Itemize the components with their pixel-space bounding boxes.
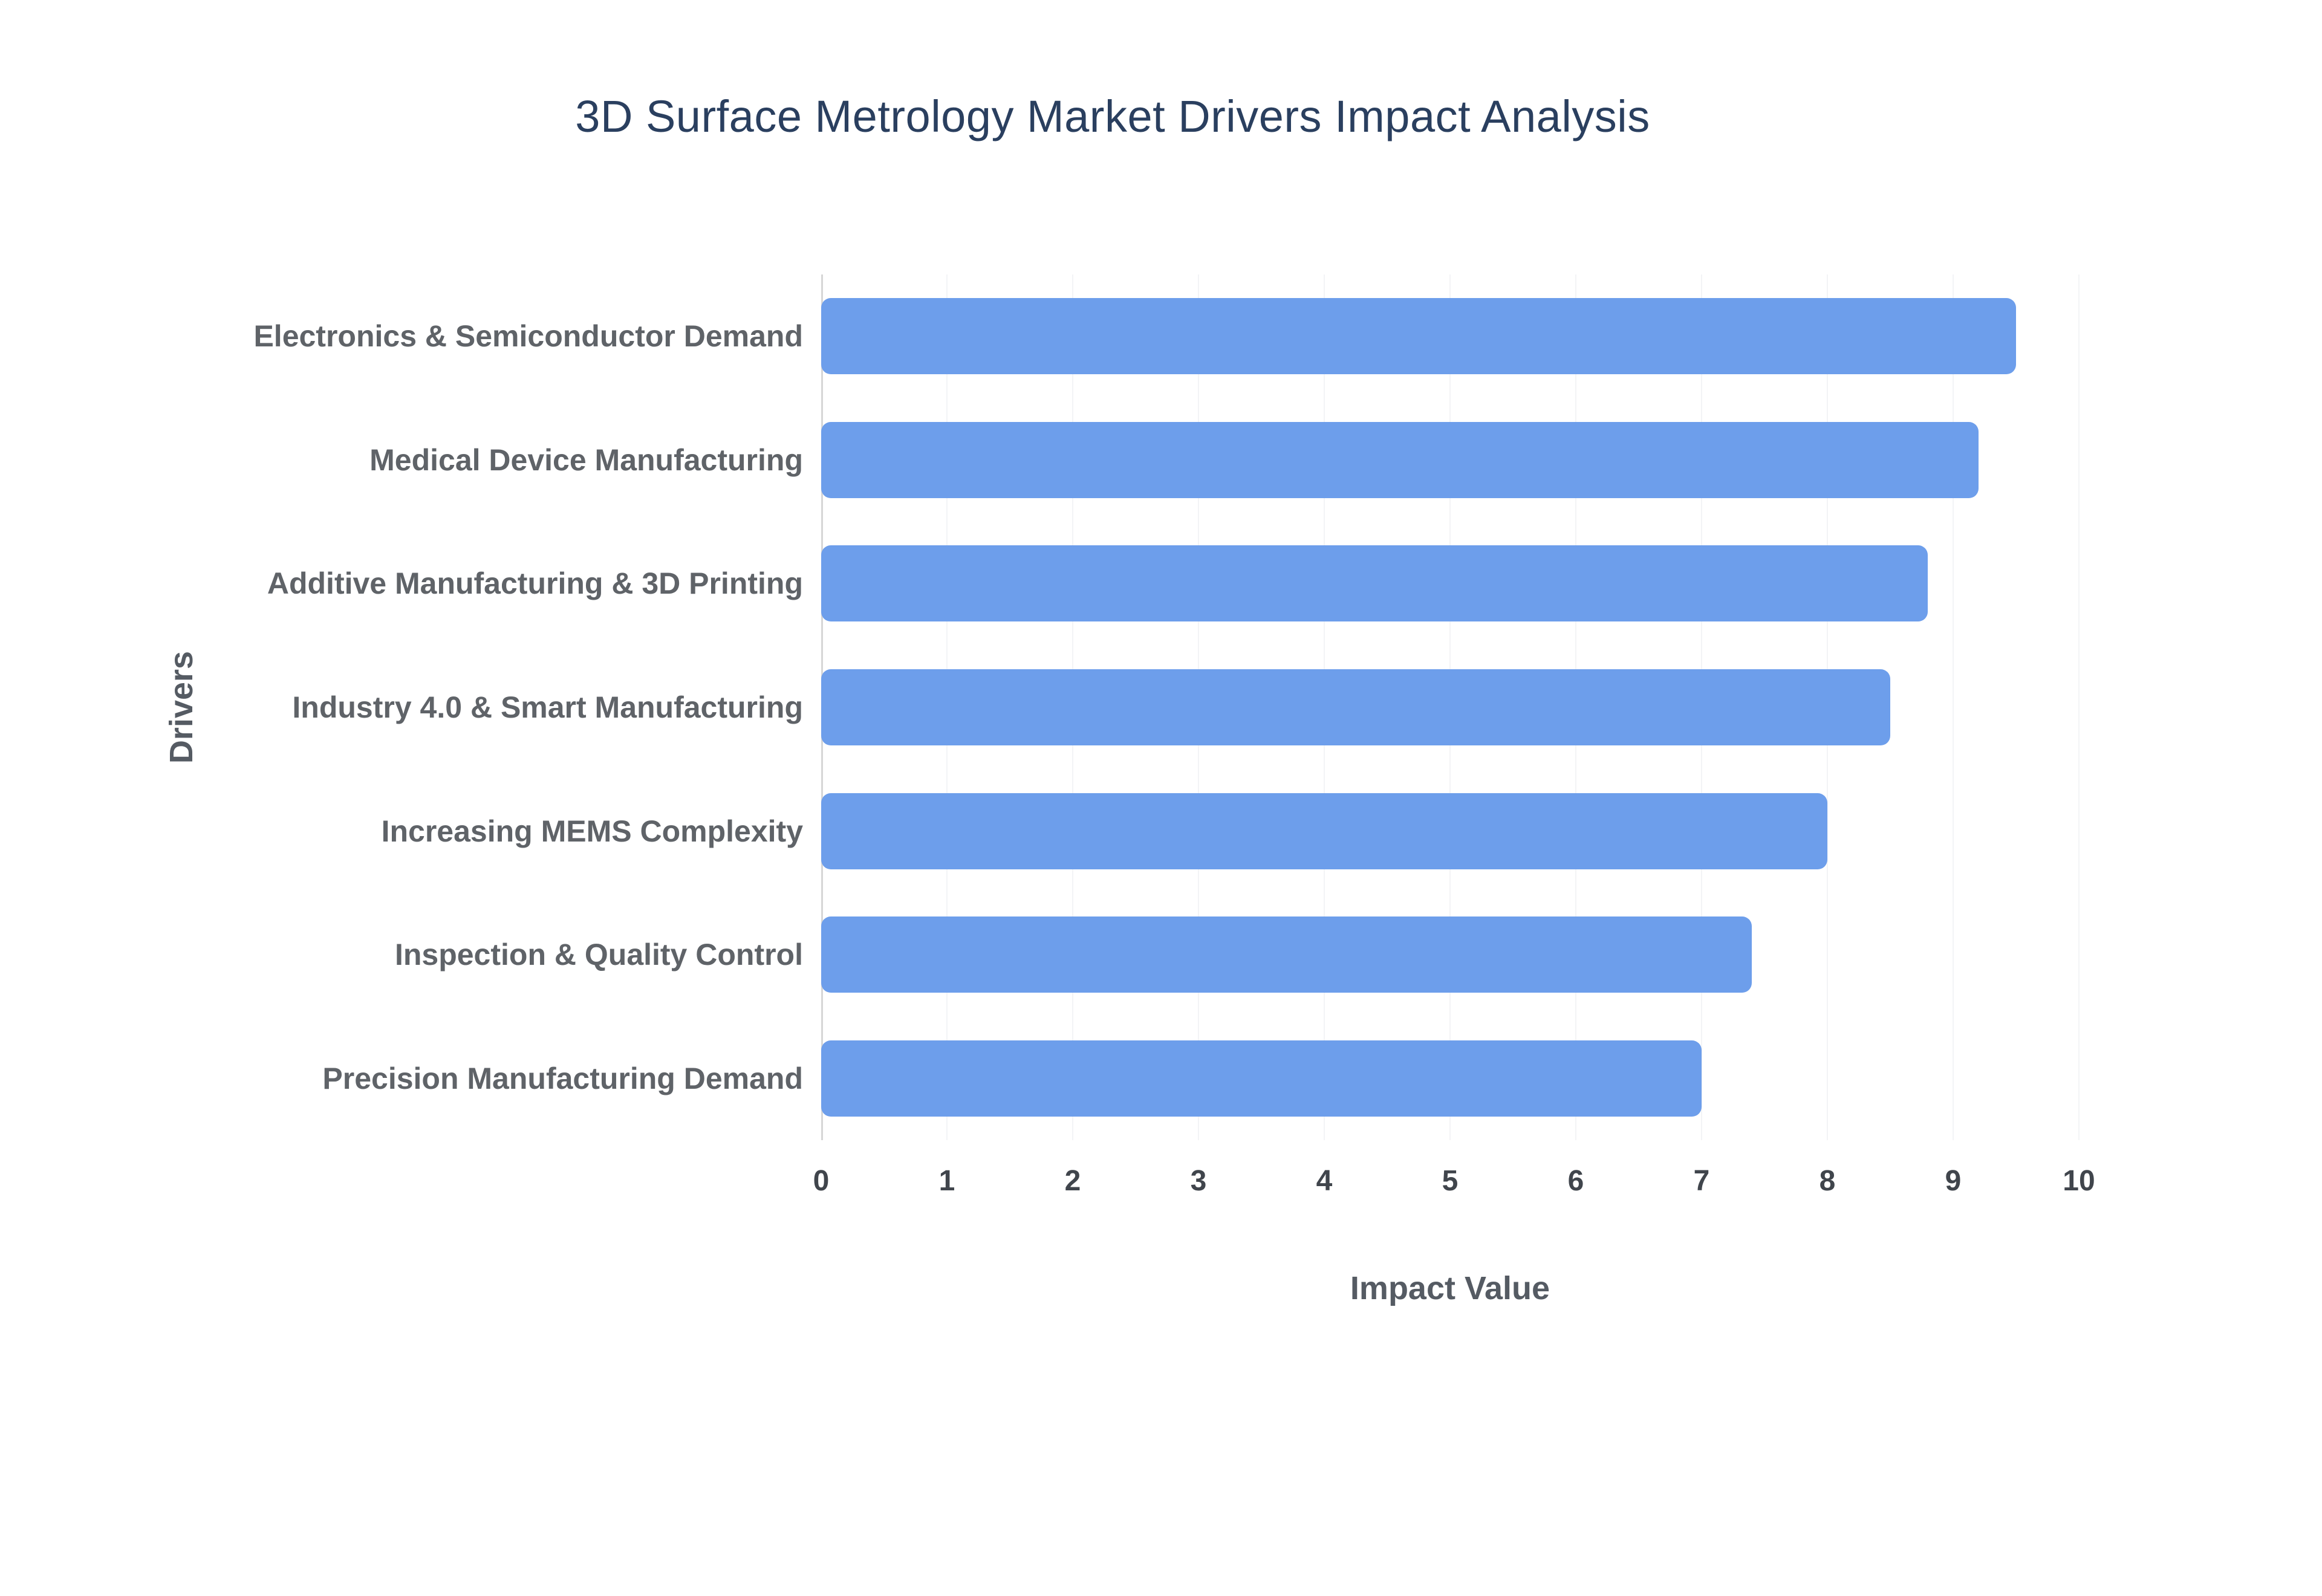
category-label: Increasing MEMS Complexity (381, 814, 803, 848)
x-tick-label: 8 (1819, 1165, 1836, 1197)
plot-area (821, 274, 2080, 1140)
x-tick-label: 9 (1945, 1165, 1962, 1197)
x-tick-label: 10 (2063, 1165, 2095, 1197)
x-tick-label: 2 (1064, 1165, 1081, 1197)
bar (821, 916, 1752, 993)
x-tick-label: 0 (813, 1165, 830, 1197)
x-tick-label: 5 (1442, 1165, 1459, 1197)
bar (821, 298, 2016, 375)
x-tick-label: 7 (1693, 1165, 1710, 1197)
bar (821, 793, 1827, 869)
bar (821, 1040, 1702, 1117)
category-label: Electronics & Semiconductor Demand (253, 319, 803, 354)
category-label: Precision Manufacturing Demand (322, 1061, 803, 1095)
x-tick-label: 4 (1316, 1165, 1333, 1197)
x-tick-label: 3 (1190, 1165, 1207, 1197)
x-tick-label: 1 (938, 1165, 955, 1197)
category-label: Medical Device Manufacturing (369, 443, 803, 477)
chart-title: 3D Surface Metrology Market Drivers Impa… (575, 91, 1650, 141)
bar (821, 421, 1979, 498)
bar (821, 669, 1890, 745)
bar (821, 545, 1928, 622)
category-label: Additive Manufacturing & 3D Printing (267, 566, 803, 601)
gridline (2078, 274, 2080, 1140)
x-axis-title: Impact Value (1350, 1270, 1550, 1306)
y-axis-title: Drivers (163, 650, 200, 764)
category-label: Inspection & Quality Control (394, 938, 803, 972)
category-label: Industry 4.0 & Smart Manufacturing (292, 690, 803, 724)
gridline (1953, 274, 1954, 1140)
x-tick-label: 6 (1567, 1165, 1584, 1197)
